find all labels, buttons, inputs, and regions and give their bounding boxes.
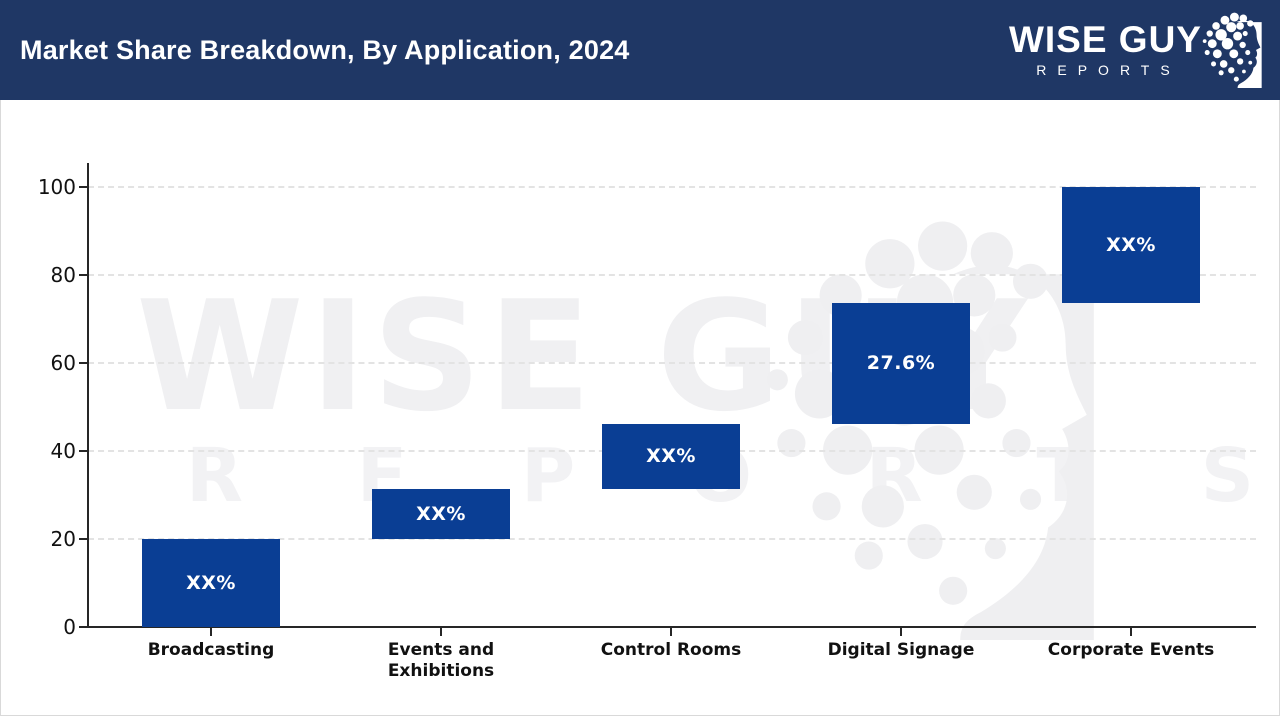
header-bar: Market Share Breakdown, By Application, … bbox=[0, 0, 1280, 100]
y-axis-tick-mark bbox=[79, 450, 88, 452]
bar-value-label: XX% bbox=[1106, 233, 1156, 256]
gridline-100 bbox=[88, 186, 1256, 188]
chart-title: Market Share Breakdown, By Application, … bbox=[20, 34, 630, 65]
gridline-20 bbox=[88, 538, 1256, 540]
logo-wordmark: WISE GUY bbox=[1008, 19, 1202, 60]
logo-text: WISE GUY REPORTS bbox=[1009, 21, 1202, 79]
wise-guy-head-icon bbox=[1202, 12, 1262, 88]
y-axis-tick-label: 40 bbox=[50, 439, 76, 463]
wise-guy-logo: WISE GUY REPORTS bbox=[1009, 12, 1262, 88]
y-axis-tick-mark bbox=[79, 626, 88, 628]
gridline-60 bbox=[88, 362, 1256, 364]
bar-value-label: XX% bbox=[186, 572, 236, 594]
bar-digital-signage: 27.6% bbox=[832, 302, 970, 425]
y-axis-tick-label: 100 bbox=[37, 175, 76, 199]
bar-control-rooms: XX% bbox=[602, 424, 740, 489]
x-axis-category-label: Digital Signage bbox=[827, 640, 975, 660]
x-axis-category-label: Control Rooms bbox=[600, 640, 742, 660]
x-axis-category-label: Corporate Events bbox=[1047, 640, 1215, 660]
y-axis-tick-label: 60 bbox=[50, 351, 76, 375]
x-axis-tick-mark bbox=[440, 628, 442, 636]
x-axis-category-label: Events and Exhibitions bbox=[387, 640, 495, 681]
y-axis-tick-label: 0 bbox=[63, 615, 76, 639]
y-axis-tick-mark bbox=[79, 186, 88, 188]
x-axis-category-label: Broadcasting bbox=[147, 640, 275, 660]
x-axis-tick-mark bbox=[670, 628, 672, 636]
y-axis-tick-mark bbox=[79, 362, 88, 364]
bar-value-label: 27.6% bbox=[866, 352, 936, 375]
x-axis-tick-mark bbox=[210, 628, 212, 636]
x-axis-tick-mark bbox=[1130, 628, 1132, 636]
bar-value-label: XX% bbox=[646, 445, 696, 468]
x-axis-tick-mark bbox=[900, 628, 902, 636]
bar-broadcasting: XX% bbox=[142, 539, 280, 627]
y-axis-tick-mark bbox=[79, 538, 88, 540]
bar-corporate-events: XX% bbox=[1062, 187, 1200, 303]
bar-events-and-exhibitions: XX% bbox=[372, 488, 510, 539]
gridline-80 bbox=[88, 274, 1256, 276]
logo-subtitle: REPORTS bbox=[1036, 62, 1181, 78]
axis-frame bbox=[87, 163, 1256, 628]
bar-value-label: XX% bbox=[416, 502, 466, 525]
y-axis-tick-label: 80 bbox=[50, 263, 76, 287]
y-axis-tick-mark bbox=[79, 274, 88, 276]
y-axis-tick-label: 20 bbox=[50, 527, 76, 551]
